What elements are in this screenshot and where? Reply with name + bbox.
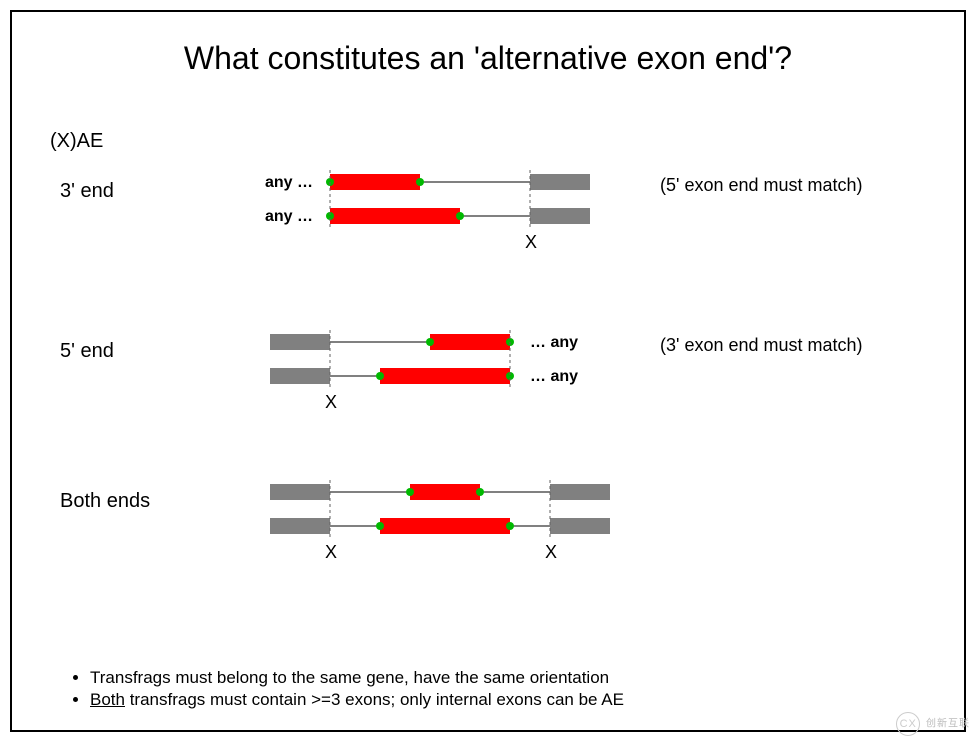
exon-diagram — [270, 170, 630, 250]
green-dot-right — [416, 178, 424, 186]
any-label-right: … any — [530, 368, 578, 386]
gray-exon-right — [530, 174, 590, 190]
header-xae: (X)AE — [50, 130, 103, 153]
red-exon — [430, 334, 510, 350]
gray-exon-right — [550, 484, 610, 500]
exon-diagram — [270, 480, 630, 560]
any-label-right: … any — [530, 334, 578, 352]
green-dot-right — [476, 488, 484, 496]
x-mark: X — [325, 542, 337, 563]
red-exon — [380, 368, 510, 384]
green-dot-left — [426, 338, 434, 346]
x-mark: X — [325, 392, 337, 413]
gray-exon-right — [530, 208, 590, 224]
gray-exon-left — [270, 484, 330, 500]
green-dot-left — [376, 522, 384, 530]
row-label: Both ends — [60, 490, 150, 513]
red-exon — [330, 208, 460, 224]
row-label: 3' end — [60, 180, 114, 203]
any-label-left: any … — [265, 208, 313, 226]
green-dot-right — [456, 212, 464, 220]
x-mark: X — [525, 232, 537, 253]
slide-title: What constitutes an 'alternative exon en… — [0, 40, 976, 77]
footer-bullets: Transfrags must belong to the same gene,… — [70, 668, 624, 712]
any-label-left: any … — [265, 174, 313, 192]
bullet-item: Both transfrags must contain >=3 exons; … — [90, 690, 624, 710]
red-exon — [330, 174, 420, 190]
bullet-item: Transfrags must belong to the same gene,… — [90, 668, 624, 688]
red-exon — [380, 518, 510, 534]
gray-exon-left — [270, 368, 330, 384]
gray-exon-left — [270, 334, 330, 350]
green-dot-left — [376, 372, 384, 380]
gray-exon-right — [550, 518, 610, 534]
side-note: (3' exon end must match) — [660, 335, 863, 356]
red-exon — [410, 484, 480, 500]
x-mark: X — [545, 542, 557, 563]
green-dot-right — [506, 522, 514, 530]
row-label: 5' end — [60, 340, 114, 363]
green-dot-left — [406, 488, 414, 496]
gray-exon-left — [270, 518, 330, 534]
side-note: (5' exon end must match) — [660, 175, 863, 196]
watermark: CX 创新互联 — [896, 712, 970, 736]
